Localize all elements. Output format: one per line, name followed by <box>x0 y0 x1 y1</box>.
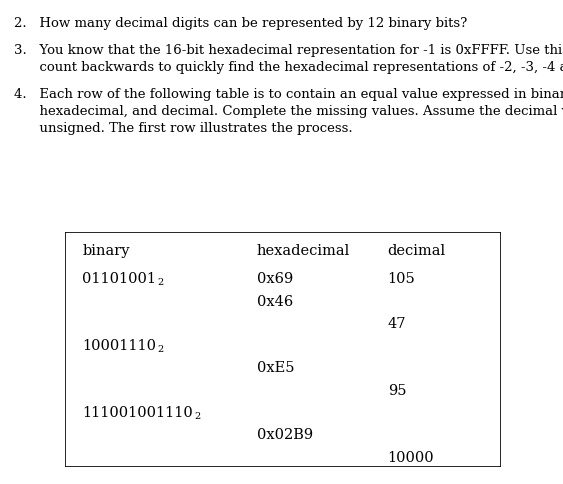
Text: 0x02B9: 0x02B9 <box>257 428 313 442</box>
Text: 0x69: 0x69 <box>257 272 293 286</box>
Text: 2: 2 <box>157 345 163 354</box>
Text: 2.   How many decimal digits can be represented by 12 binary bits?: 2. How many decimal digits can be repres… <box>14 17 467 30</box>
Text: 10001110: 10001110 <box>82 339 156 353</box>
Text: unsigned. The first row illustrates the process.: unsigned. The first row illustrates the … <box>14 122 352 135</box>
Text: 4.   Each row of the following table is to contain an equal value expressed in b: 4. Each row of the following table is to… <box>14 88 563 101</box>
Text: 0x46: 0x46 <box>257 295 293 308</box>
Text: 2: 2 <box>157 278 163 287</box>
Text: 105: 105 <box>387 272 415 286</box>
Text: 47: 47 <box>387 317 406 331</box>
Text: 3.   You know that the 16-bit hexadecimal representation for -1 is 0xFFFF. Use t: 3. You know that the 16-bit hexadecimal … <box>14 44 563 57</box>
Text: decimal: decimal <box>387 244 446 258</box>
Text: 2: 2 <box>195 412 201 421</box>
Text: 95: 95 <box>387 384 406 398</box>
Text: 01101001: 01101001 <box>82 272 156 286</box>
Text: hexadecimal: hexadecimal <box>257 244 350 258</box>
Text: count backwards to quickly find the hexadecimal representations of -2, -3, -4 an: count backwards to quickly find the hexa… <box>14 60 563 74</box>
Text: binary: binary <box>82 244 129 258</box>
Text: 111001001110: 111001001110 <box>82 406 193 420</box>
Text: hexadecimal, and decimal. Complete the missing values. Assume the decimal values: hexadecimal, and decimal. Complete the m… <box>14 105 563 118</box>
Text: 10000: 10000 <box>387 451 434 465</box>
Text: 0xE5: 0xE5 <box>257 362 294 376</box>
